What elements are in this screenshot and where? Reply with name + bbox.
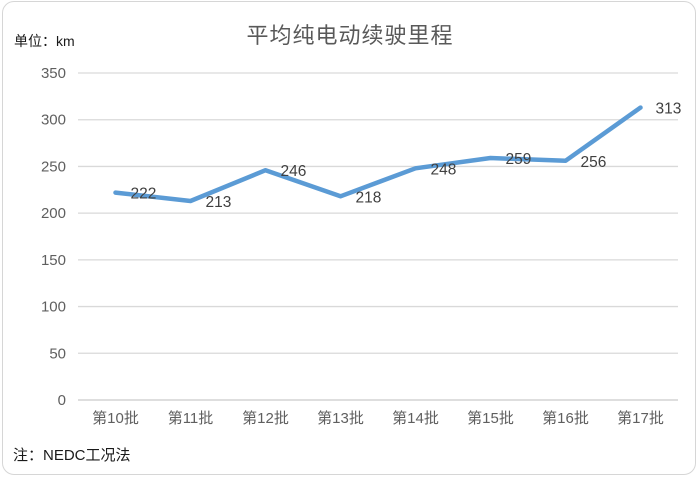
data-label: 248 [431,161,457,178]
y-tick-label: 0 [58,392,66,409]
y-tick-label: 200 [41,205,66,222]
y-tick-label: 250 [41,158,66,175]
chart-title: 平均纯电动续驶里程 [246,23,454,48]
data-label: 259 [506,151,532,168]
y-tick-label: 150 [41,252,66,269]
x-tick-label: 第11批 [168,409,214,427]
data-line [113,105,643,204]
x-tick-label: 第12批 [242,409,289,427]
data-label: 256 [581,154,607,171]
x-tick-label: 第16批 [542,409,589,427]
x-tick-label: 第17批 [617,409,664,427]
x-tick-label: 第15批 [467,409,514,427]
x-tick-label: 第14批 [392,409,439,427]
y-tick-label: 100 [41,299,66,316]
y-tick-label: 300 [41,112,66,129]
y-tick-label: 50 [49,345,66,362]
data-label: 213 [206,194,232,211]
unit-label: 单位：km [14,33,75,49]
data-label: 313 [656,101,682,118]
chart-note: 注：NEDC工况法 [13,447,131,464]
data-label: 222 [131,186,157,203]
data-label: 246 [281,163,307,180]
x-tick-label: 第10批 [92,409,139,427]
y-tick-label: 350 [41,65,66,82]
x-tick-label: 第13批 [317,409,364,427]
data-label: 218 [356,189,382,206]
